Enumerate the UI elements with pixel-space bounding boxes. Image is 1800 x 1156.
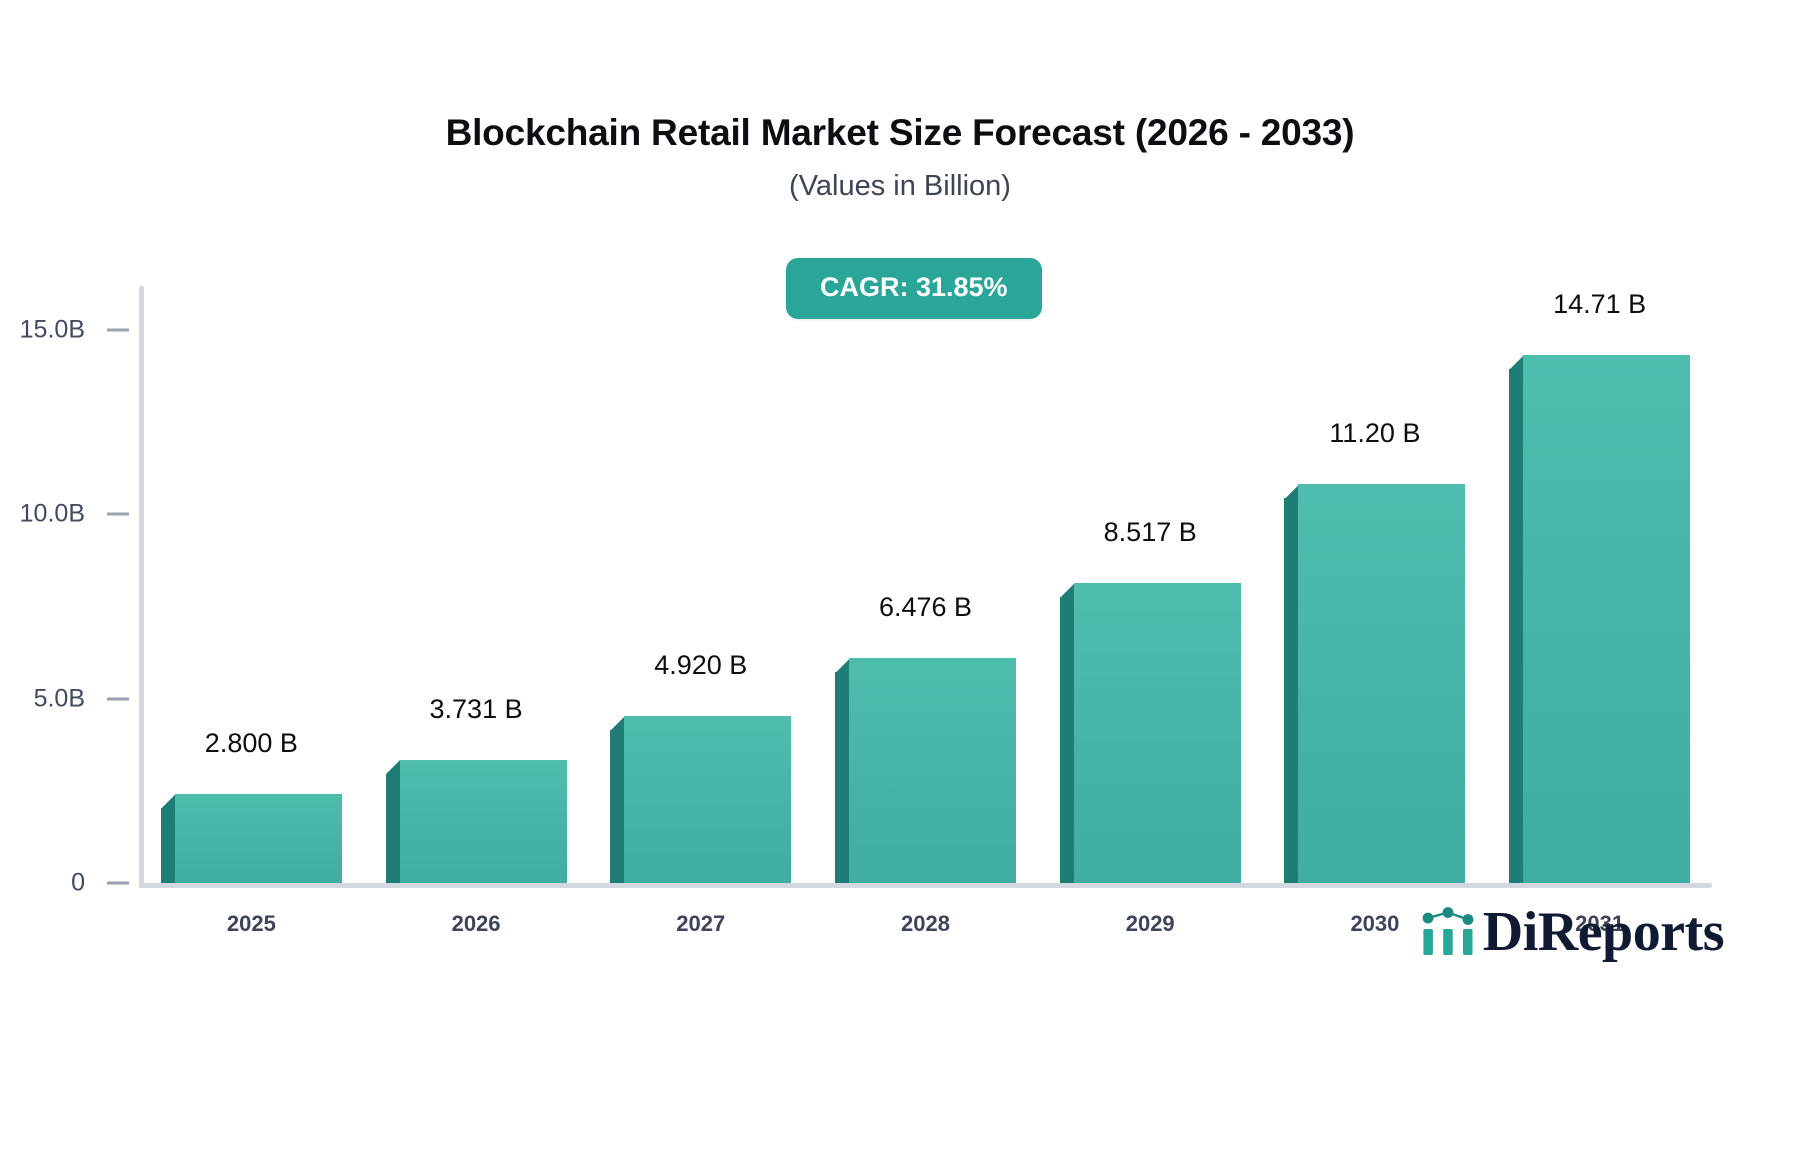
y-axis-tick-mark bbox=[107, 697, 129, 701]
plot-area: 0 5.0B 10.0B 15.0B 2.800 B 3.731 B 4.920 B 6.4… bbox=[20, 286, 1712, 936]
bar-front-face bbox=[1523, 354, 1691, 883]
bar-side-face bbox=[385, 773, 401, 883]
y-axis-tick-label: 0 bbox=[71, 868, 85, 897]
bar-side-bevel bbox=[835, 658, 850, 674]
bar-side-bevel bbox=[160, 793, 176, 809]
y-axis-tick: 0 bbox=[71, 869, 139, 898]
bar: 4.920 B bbox=[610, 650, 792, 883]
bar-value-label: 4.920 B bbox=[654, 649, 748, 680]
bar-value-label: 11.20 B bbox=[1329, 418, 1421, 449]
x-axis-label: 2031 bbox=[1575, 911, 1625, 936]
bar-side-face bbox=[610, 729, 626, 883]
bar-side-bevel bbox=[1059, 583, 1075, 599]
bar-side-face bbox=[1284, 498, 1300, 883]
y-axis-tick: 10.0B bbox=[20, 500, 139, 529]
bar: 3.731 B bbox=[385, 694, 567, 883]
bar-value-label: 2.800 B bbox=[204, 727, 298, 758]
x-axis-line bbox=[139, 883, 1712, 888]
bar-front-face bbox=[1073, 583, 1241, 883]
x-axis-label: 2029 bbox=[1125, 911, 1175, 936]
bar-side-face bbox=[1059, 597, 1075, 883]
y-axis-tick: 5.0B bbox=[34, 684, 139, 713]
bar: 2.800 B bbox=[160, 728, 342, 883]
bar-side-bevel bbox=[610, 715, 626, 731]
x-axis-label: 2025 bbox=[226, 911, 276, 936]
bar-value-label: 3.731 B bbox=[429, 693, 523, 724]
cagr-badge: CAGR: 31.85% bbox=[786, 258, 1042, 319]
y-axis-tick-mark bbox=[107, 328, 129, 332]
bar-front-face bbox=[624, 715, 792, 883]
chart-title: Blockchain Retail Market Size Forecast (… bbox=[445, 112, 1355, 153]
y-axis-line bbox=[139, 286, 144, 888]
x-axis-label: 2030 bbox=[1350, 911, 1400, 936]
bar: 6.476 B bbox=[835, 592, 1016, 883]
x-axis-label: 2027 bbox=[676, 911, 726, 936]
x-axis-label: 2028 bbox=[901, 911, 950, 936]
bar-value-label: 6.476 B bbox=[878, 592, 973, 623]
bar: 14.71 B bbox=[1509, 289, 1691, 883]
bar-side-face bbox=[1509, 368, 1525, 883]
y-axis-tick-mark bbox=[107, 881, 129, 885]
y-axis-tick-label: 10.0B bbox=[19, 499, 85, 528]
bar-side-bevel bbox=[1509, 354, 1525, 370]
bar-front-face bbox=[1298, 484, 1466, 883]
bar-side-face bbox=[835, 672, 850, 883]
bar-front-face bbox=[399, 759, 567, 883]
bar: 11.20 B bbox=[1284, 418, 1466, 883]
y-axis-tick-label: 5.0B bbox=[33, 684, 85, 713]
bar-side-bevel bbox=[1284, 484, 1300, 500]
bar: 8.517 B bbox=[1059, 517, 1241, 883]
y-axis-tick: 15.0B bbox=[20, 316, 139, 345]
x-axis-label: 2026 bbox=[451, 911, 501, 936]
bar-front-face bbox=[174, 793, 342, 883]
bar-value-label: 14.71 B bbox=[1553, 288, 1647, 319]
logo-wordmark: DiReports bbox=[1482, 901, 1725, 963]
bar-front-face bbox=[849, 658, 1016, 883]
bar-side-bevel bbox=[385, 759, 401, 775]
bar-chart-icon bbox=[1422, 907, 1474, 955]
bar-value-label: 8.517 B bbox=[1103, 517, 1197, 548]
chart-subtitle: (Values in Billion) bbox=[789, 170, 1011, 202]
bar-side-face bbox=[160, 807, 176, 883]
y-axis-tick-label: 15.0B bbox=[19, 315, 85, 344]
y-axis-tick-mark bbox=[107, 512, 129, 516]
direports-logo: DiReports bbox=[1421, 901, 1725, 963]
